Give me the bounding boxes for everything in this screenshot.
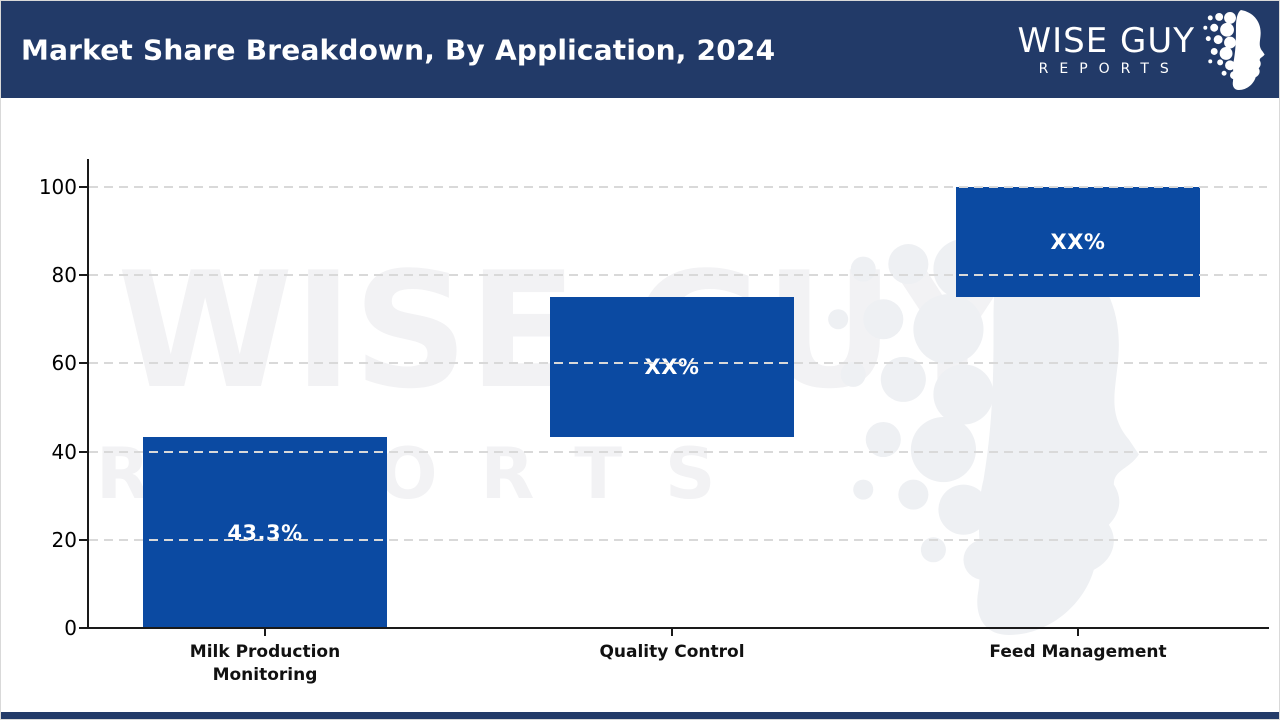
logo-wordmark: WISE GUY [1017, 20, 1195, 61]
y-tick-20 [79, 538, 87, 541]
x-tick-2 [671, 629, 673, 636]
wise-guy-logo: WISE GUY REPORTS [1017, 5, 1267, 94]
x-category-label: Milk Production Monitoring [189, 642, 341, 686]
bar-value-label: XX% [644, 355, 700, 380]
x-category-label: Quality Control [599, 642, 745, 662]
gridline-100 [89, 186, 1267, 188]
x-tick-3 [1077, 629, 1079, 636]
footer-bar [1, 712, 1279, 719]
bar-milk-production-monitoring: 43.3% [143, 437, 387, 628]
y-tick-label: 0 [64, 616, 77, 640]
gridline-20 [89, 538, 1267, 541]
x-axis-line [87, 627, 1269, 629]
x-tick-1 [264, 629, 266, 636]
y-axis: 0 20 40 60 80 100 [1, 177, 77, 638]
bar-value-label: XX% [1050, 230, 1106, 255]
y-tick-label: 100 [38, 175, 77, 199]
gridline-40 [89, 450, 1267, 453]
y-tick-label: 20 [51, 527, 77, 552]
y-tick-80 [79, 274, 87, 277]
y-tick-60 [79, 362, 87, 365]
logo-text: WISE GUY REPORTS [1017, 20, 1195, 78]
y-axis-line [87, 159, 89, 629]
y-tick-0 [79, 627, 87, 629]
y-tick-label: 40 [51, 439, 77, 464]
page-title: Market Share Breakdown, By Application, … [21, 33, 776, 66]
y-tick-label: 80 [51, 263, 77, 288]
plot-area: 43.3% XX% XX% [79, 186, 1267, 629]
bar-feed-management: XX% [956, 187, 1200, 298]
gridline-80 [89, 274, 1267, 277]
x-category-label: Feed Management [989, 642, 1167, 662]
y-tick-40 [79, 450, 87, 453]
y-tick-label: 60 [51, 351, 77, 376]
bar-quality-control: XX% [550, 297, 794, 438]
bar-value-label: 43.3% [227, 520, 303, 545]
dotted-face-logo-icon [1197, 8, 1267, 92]
y-tick-100 [79, 186, 87, 188]
logo-subtitle: REPORTS [1038, 61, 1180, 78]
header-bar: Market Share Breakdown, By Application, … [1, 1, 1279, 98]
gridline-60 [89, 362, 1267, 365]
